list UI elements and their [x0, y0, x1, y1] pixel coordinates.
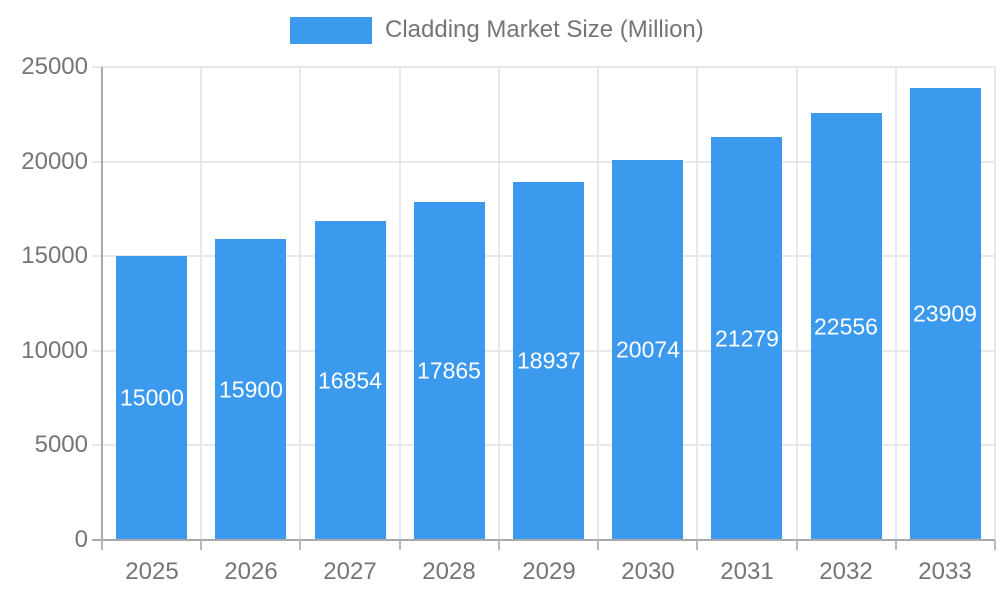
x-tick-label: 2025 [125, 558, 179, 585]
x-tick [796, 540, 798, 550]
v-gridline [498, 67, 500, 540]
x-tick-label: 2029 [522, 558, 576, 585]
x-tick [101, 540, 103, 550]
bar-value-label: 16854 [318, 367, 382, 394]
bar-value-label: 22556 [814, 313, 878, 340]
bar-2032[interactable] [811, 113, 882, 540]
x-tick [895, 540, 897, 550]
bar-2033[interactable] [910, 88, 981, 540]
x-tick-label: 2032 [819, 558, 873, 585]
y-tick-label: 5000 [34, 431, 88, 458]
y-tick-label: 15000 [21, 242, 88, 269]
x-tick [696, 540, 698, 550]
x-tick [399, 540, 401, 550]
x-tick [597, 540, 599, 550]
y-tick-label: 0 [74, 526, 88, 553]
bar-2031[interactable] [711, 137, 782, 540]
bar-2026[interactable] [215, 239, 286, 540]
legend-swatch [290, 16, 372, 44]
bar-2030[interactable] [612, 160, 683, 540]
v-gridline [399, 67, 401, 540]
bar-value-label: 17865 [417, 357, 481, 384]
v-gridline [597, 67, 599, 540]
bar-value-label: 23909 [913, 300, 977, 327]
x-tick-label: 2031 [720, 558, 774, 585]
bar-2029[interactable] [513, 182, 584, 540]
y-tick-label: 25000 [21, 53, 88, 80]
x-tick-label: 2028 [422, 558, 476, 585]
bar-value-label: 21279 [715, 325, 779, 352]
bar-value-label: 15000 [120, 384, 184, 411]
y-gridline [102, 161, 995, 163]
bar-value-label: 18937 [517, 347, 581, 374]
bar-value-label: 20074 [616, 336, 680, 363]
v-gridline [895, 67, 897, 540]
x-tick-label: 2026 [224, 558, 278, 585]
bar-value-label: 15900 [219, 376, 283, 403]
y-gridline [102, 66, 995, 68]
y-tick-label: 10000 [21, 337, 88, 364]
x-tick [498, 540, 500, 550]
y-tick [92, 255, 102, 257]
y-tick-label: 20000 [21, 148, 88, 175]
v-gridline [994, 67, 996, 540]
v-gridline [796, 67, 798, 540]
x-tick-label: 2027 [323, 558, 377, 585]
bar-2025[interactable] [116, 256, 187, 540]
v-gridline [299, 67, 301, 540]
bar-2028[interactable] [414, 202, 485, 540]
y-tick [92, 444, 102, 446]
x-tick [299, 540, 301, 550]
x-tick [994, 540, 996, 550]
bar-2027[interactable] [315, 221, 386, 540]
x-tick-label: 2033 [918, 558, 972, 585]
x-tick [200, 540, 202, 550]
x-tick-label: 2030 [621, 558, 675, 585]
y-tick [92, 350, 102, 352]
y-tick [92, 161, 102, 163]
x-axis-line [92, 539, 995, 541]
y-axis-line [101, 67, 103, 540]
y-tick [92, 66, 102, 68]
v-gridline [696, 67, 698, 540]
legend-label: Cladding Market Size (Million) [385, 16, 704, 43]
v-gridline [200, 67, 202, 540]
legend: Cladding Market Size (Million) [290, 16, 704, 44]
